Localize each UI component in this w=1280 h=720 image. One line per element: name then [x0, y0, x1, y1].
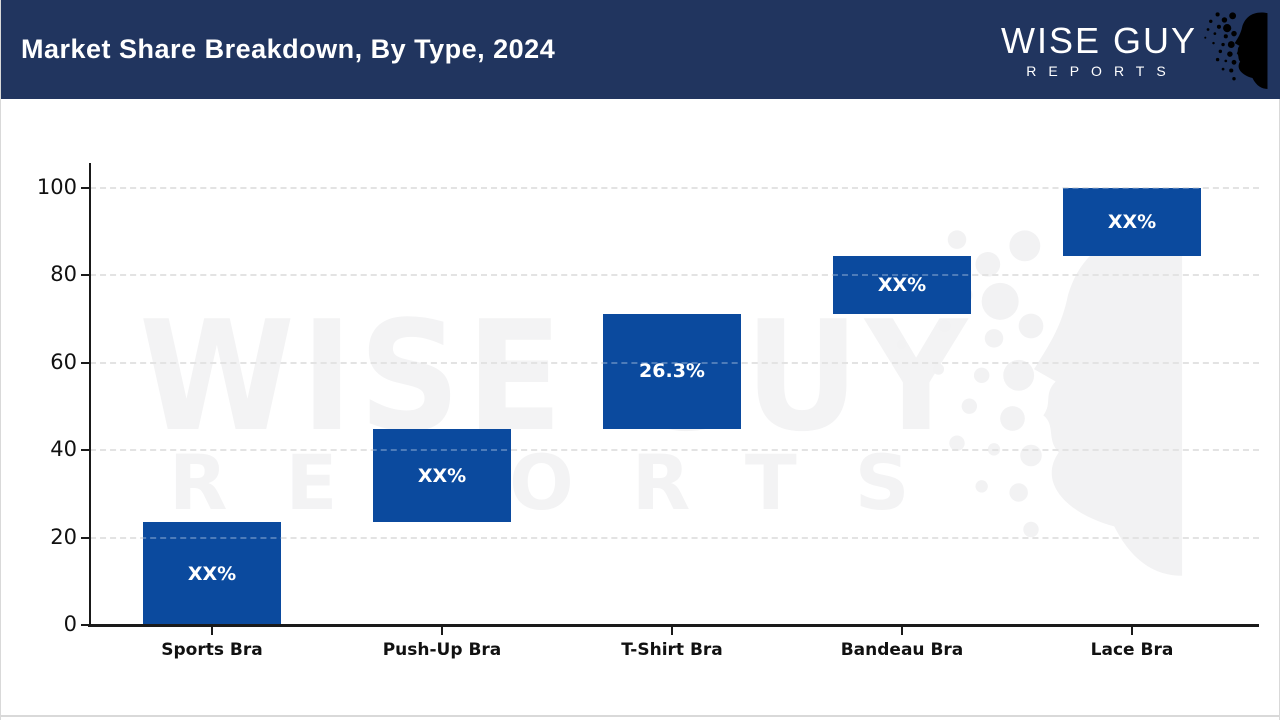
bar-value-label: XX% [1107, 210, 1157, 233]
x-category-label: Sports Bra [161, 640, 263, 660]
grid-line-overlay [90, 536, 1259, 539]
x-axis [88, 624, 1259, 627]
x-tick [671, 627, 673, 635]
grid-line-overlay [90, 449, 1259, 451]
bar-sports-bra: XX% [143, 522, 281, 625]
x-category-label: Bandeau Bra [840, 640, 964, 660]
brand-logo: WISE GUY REPORTS [1001, 6, 1269, 94]
y-tick-label: 40 [50, 437, 77, 461]
bar-value-label: XX% [417, 464, 467, 487]
y-tick [81, 624, 89, 626]
page-title: Market Share Breakdown, By Type, 2024 [21, 34, 556, 64]
x-tick [901, 627, 903, 635]
y-tick [81, 186, 89, 189]
header-bar: Market Share Breakdown, By Type, 2024 WI… [1, 0, 1280, 99]
brand-subname: REPORTS [1026, 63, 1178, 79]
x-category-label: Lace Bra [1090, 640, 1174, 660]
grid-line [90, 536, 1259, 539]
bar-value-label: 26.3% [639, 360, 705, 383]
x-category-label: Push-Up Bra [382, 640, 502, 660]
x-tick [1131, 627, 1133, 635]
grid-line-overlay [90, 186, 1259, 189]
bar-value-label: XX% [187, 562, 237, 585]
y-tick [81, 274, 89, 276]
x-tick [441, 627, 443, 635]
grid-line [90, 186, 1259, 189]
grid-line [90, 274, 1259, 276]
y-tick-label: 0 [63, 612, 77, 636]
brand-face-icon [1204, 12, 1268, 89]
y-tick-label: 80 [50, 262, 77, 286]
y-axis [89, 163, 91, 627]
y-tick [81, 361, 89, 364]
x-tick [211, 627, 213, 635]
bar-bandeau-bra: XX% [833, 256, 971, 314]
bottom-divider [1, 715, 1280, 717]
y-tick [81, 449, 89, 451]
brand-name: WISE GUY [1000, 20, 1197, 61]
watermark-text-1: WISE GUY [139, 288, 973, 465]
x-category-label: T-Shirt Bra [621, 640, 723, 660]
brand-logo-text: WISE GUY REPORTS [1000, 20, 1197, 80]
bar-t-shirt-bra: 26.3% [603, 313, 741, 429]
bar-push-up-bra: XX% [373, 429, 511, 523]
grid-line-overlay [90, 361, 1259, 364]
y-tick-label: 100 [36, 174, 77, 199]
grid-line [90, 449, 1259, 451]
watermark-text-2: REPORTS [169, 438, 968, 527]
y-tick-label: 20 [50, 524, 77, 549]
y-tick-label: 60 [50, 349, 77, 374]
y-tick [81, 536, 89, 539]
grid-line-overlay [90, 274, 1259, 276]
bar-value-label: XX% [877, 274, 927, 297]
bar-lace-bra: XX% [1063, 187, 1201, 257]
